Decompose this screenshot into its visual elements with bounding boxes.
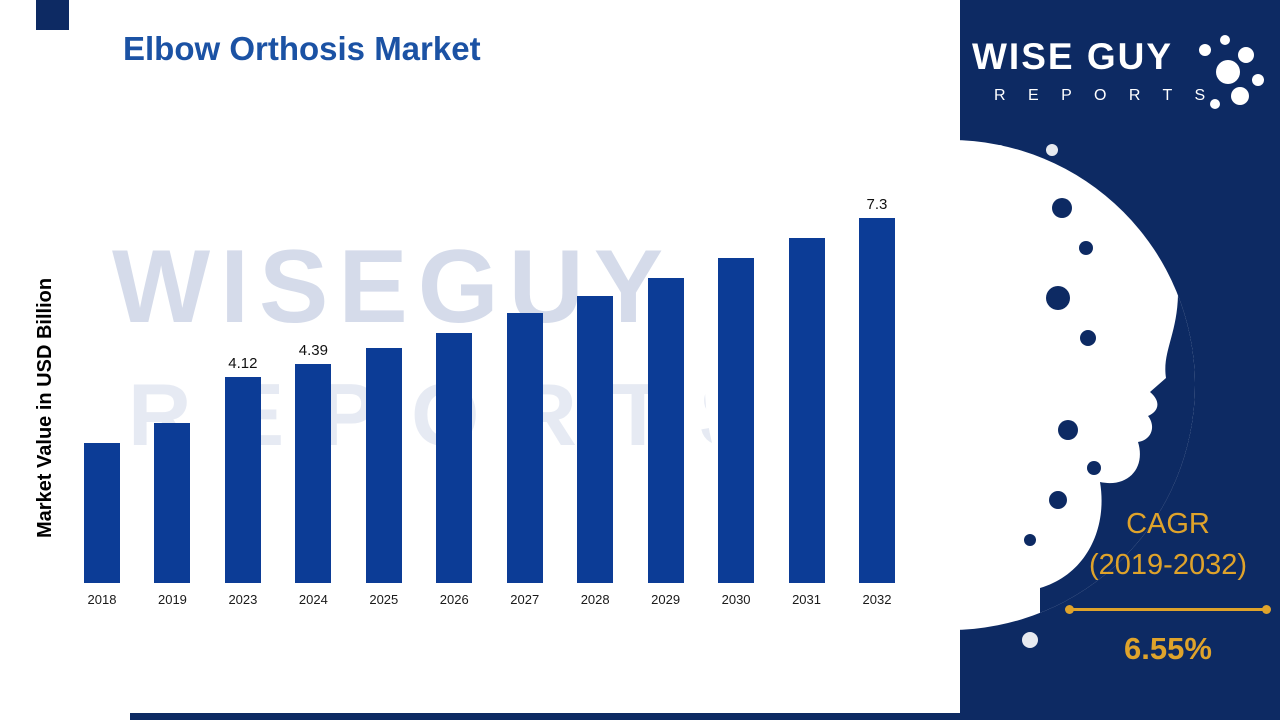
watermark-line1: WISEGUY <box>112 229 674 345</box>
y-axis-label: Market Value in USD Billion <box>34 277 56 539</box>
bar-group: 2031 <box>788 216 825 607</box>
bar <box>577 295 614 583</box>
bar <box>295 363 332 583</box>
bar-group: 2028 <box>577 274 614 607</box>
cagr-range: (2019-2032) <box>1089 549 1247 581</box>
bar <box>154 423 191 583</box>
x-tick-label: 2030 <box>721 592 751 607</box>
corner-decoration <box>36 0 69 30</box>
logo-subname: R E P O R T S <box>994 87 1215 104</box>
bar-group: 2029 <box>647 256 684 607</box>
x-tick-label: 2024 <box>298 592 328 607</box>
bar <box>718 258 755 583</box>
cagr-divider-line <box>1065 605 1271 614</box>
bar-value-label: 7.3 <box>866 196 888 213</box>
x-tick-label: 2029 <box>651 592 681 607</box>
x-tick-label: 2019 <box>157 592 187 607</box>
page-title: Elbow Orthosis Market <box>123 30 481 67</box>
bar-value-label: 4.12 <box>228 355 258 372</box>
cagr-block: CAGR (2019-2032) 6.55% <box>1062 508 1274 667</box>
bar-group: 4.39 2024 <box>295 341 332 607</box>
bar <box>365 348 402 583</box>
bar <box>788 238 825 583</box>
bar <box>224 377 261 583</box>
bar-group: 2025 <box>365 326 402 607</box>
bar-group: 2018 <box>84 421 120 607</box>
bar <box>506 313 543 583</box>
cagr-value: 6.55% <box>1124 631 1212 666</box>
x-tick-label: 2025 <box>369 592 399 607</box>
x-tick-label: 2018 <box>87 592 117 607</box>
bottom-decoration-bar <box>130 713 1280 720</box>
bar <box>858 218 895 583</box>
bar <box>84 443 120 583</box>
x-tick-label: 2023 <box>228 592 258 607</box>
x-tick-label: 2031 <box>792 592 821 607</box>
bar-group: 7.3 2032 <box>858 196 895 607</box>
bar-group: 2026 <box>436 311 473 607</box>
bar-value-label: 4.39 <box>298 341 328 359</box>
bar <box>436 333 473 583</box>
bar-chart: 2018 2019 4.12 2023 4.39 2024 2025 2026 2027 2028… <box>84 196 895 607</box>
bar <box>647 278 684 583</box>
logo: WISE GUY R E P O R T S <box>972 36 1212 105</box>
x-tick-label: 2028 <box>580 592 610 607</box>
bar-group: 2019 <box>154 401 191 607</box>
bar-group: 2030 <box>718 236 755 607</box>
cagr-label: CAGR <box>1126 508 1210 540</box>
bar-group: 4.12 2023 <box>224 355 261 607</box>
bar-group: 2027 <box>506 291 543 607</box>
x-tick-label: 2027 <box>510 592 540 607</box>
logo-name: WISE GUY <box>972 36 1174 77</box>
x-tick-label: 2026 <box>439 592 469 607</box>
x-tick-label: 2032 <box>862 592 892 607</box>
